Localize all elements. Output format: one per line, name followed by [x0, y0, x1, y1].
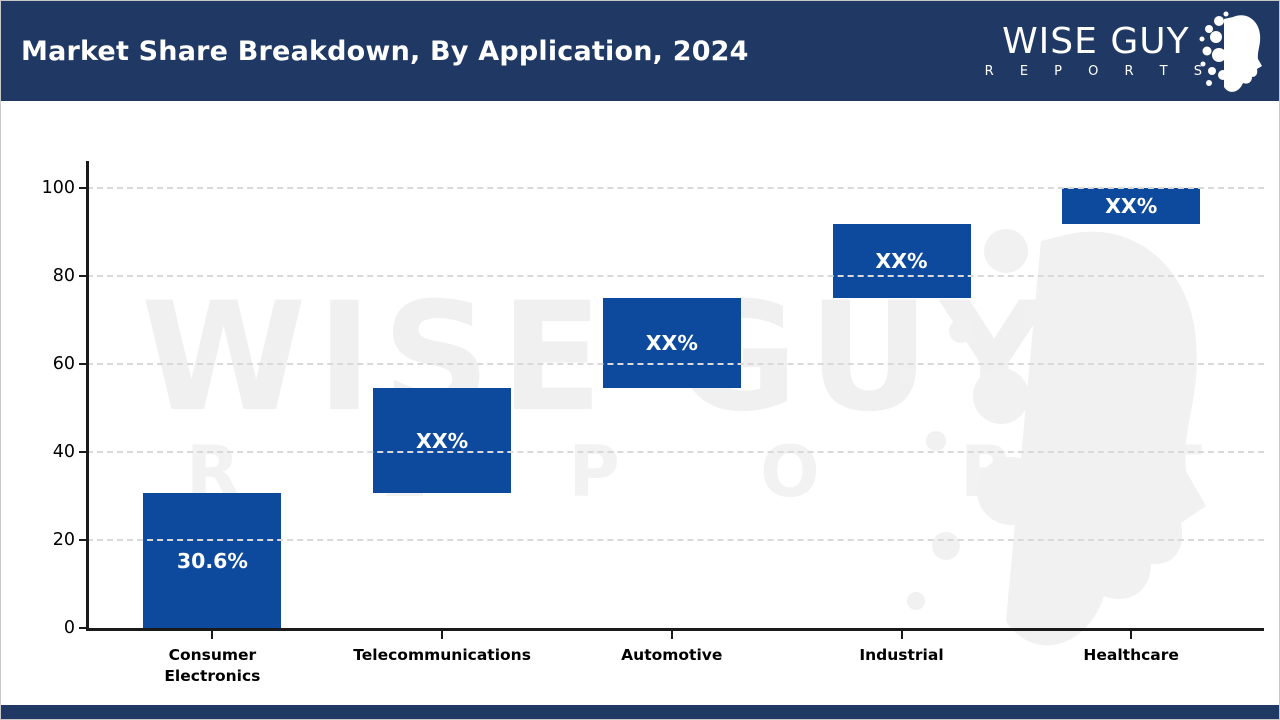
- chart-area: 0 20 40 60 80 100 30.6% Consumer Electronics XX%…: [1, 101, 1279, 707]
- footer-bar: [1, 705, 1279, 719]
- y-tick-40: [79, 451, 88, 453]
- gridline-60: [87, 363, 1264, 365]
- bar-label-consumer-electronics: 30.6%: [176, 548, 248, 573]
- watermark-wordmark: WISE GUY: [141, 271, 1059, 445]
- logo-subtitle: R E P O R T S: [984, 64, 1213, 79]
- x-category-label-telecommunications: Telecommunications: [353, 646, 531, 664]
- bar-healthcare: [1062, 188, 1201, 225]
- y-tick-label-0: 0: [63, 618, 75, 638]
- y-tick-0: [79, 627, 88, 629]
- x-tick-automotive: [670, 630, 673, 639]
- bar-label-automotive: XX%: [645, 330, 698, 355]
- y-tick-80: [79, 275, 88, 277]
- y-tick-label-40: 40: [52, 442, 75, 462]
- y-tick-60: [79, 363, 88, 365]
- x-category-label-consumer-electronics: Consumer Electronics: [164, 646, 261, 685]
- x-category-label-healthcare: Healthcare: [1083, 646, 1179, 664]
- bar-label-telecommunications: XX%: [416, 428, 469, 453]
- x-axis: [86, 628, 1264, 631]
- y-tick-100: [79, 187, 88, 189]
- bar-telecommunications: [373, 387, 512, 494]
- wise-guy-logo: WISE GUY R E P O R T S: [979, 9, 1263, 93]
- gridline-20: [87, 539, 1264, 541]
- bar-label-industrial: XX%: [875, 248, 928, 273]
- x-category-label-industrial: Industrial: [859, 646, 944, 664]
- bar-consumer-electronics: [143, 493, 282, 628]
- gridline-40: [87, 451, 1264, 453]
- x-tick-industrial: [900, 630, 903, 639]
- bar-automotive: [602, 297, 741, 388]
- page-title: Market Share Breakdown, By Application, …: [21, 35, 749, 67]
- y-tick-label-100: 100: [41, 178, 75, 198]
- y-tick-label-80: 80: [52, 266, 75, 286]
- bar-label-healthcare: XX%: [1105, 194, 1158, 219]
- y-tick-label-60: 60: [52, 354, 75, 374]
- face-dots-icon: [1199, 11, 1262, 92]
- y-axis: [86, 161, 89, 631]
- x-tick-consumer-electronics: [211, 630, 214, 639]
- gridline-80: [87, 275, 1264, 277]
- gridline-100: [87, 187, 1264, 189]
- x-tick-telecommunications: [441, 630, 444, 639]
- x-category-label-automotive: Automotive: [621, 646, 723, 664]
- y-tick-label-20: 20: [52, 530, 75, 550]
- header: Market Share Breakdown, By Application, …: [1, 1, 1279, 101]
- y-tick-20: [79, 539, 88, 541]
- x-tick-healthcare: [1130, 630, 1133, 639]
- logo-wordmark: WISE GUY: [1002, 21, 1190, 62]
- bar-industrial: [832, 224, 971, 298]
